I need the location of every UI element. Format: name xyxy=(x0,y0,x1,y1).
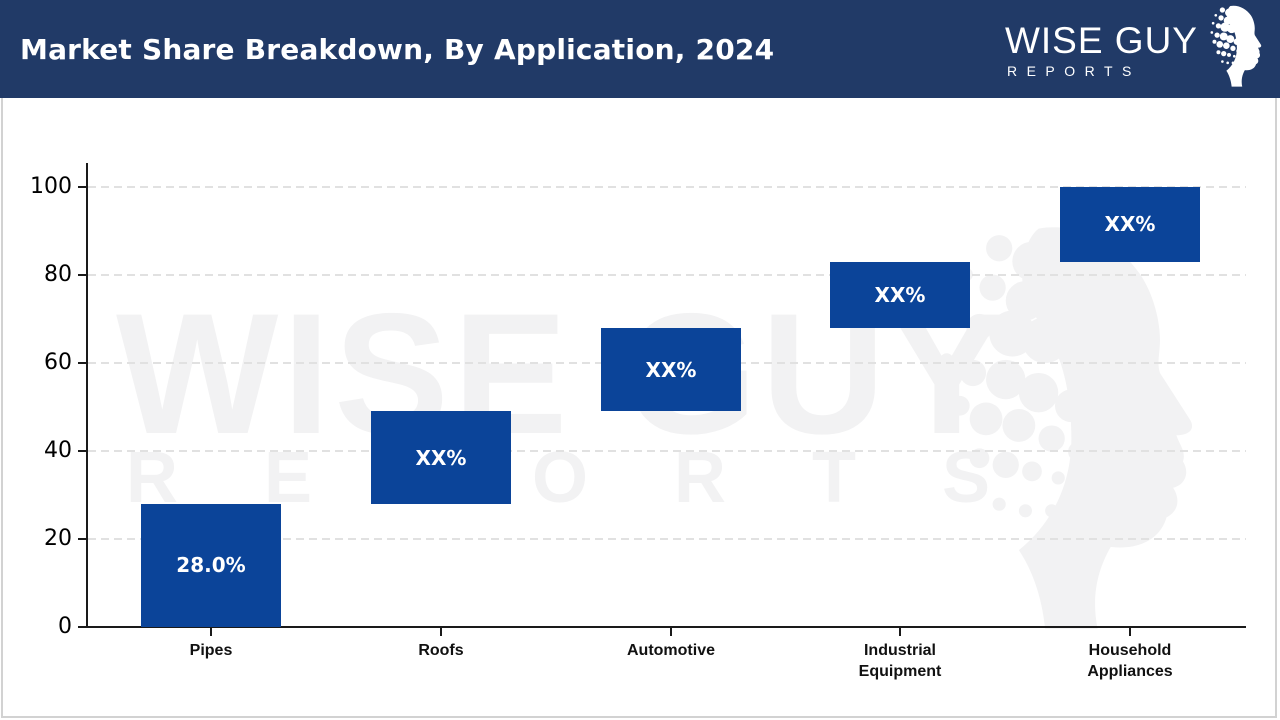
y-tick-mark-100 xyxy=(78,186,86,188)
bar-pipes: 28.0% xyxy=(141,503,281,627)
x-axis-label-line: Roofs xyxy=(418,642,464,659)
x-axis-label-line: Automotive xyxy=(627,642,715,659)
header: Market Share Breakdown, By Application, … xyxy=(0,0,1280,98)
bar-industrial-equipment: XX% xyxy=(830,261,970,328)
x-axis-label-line: Household xyxy=(1088,642,1172,659)
y-axis-tick-label: 80 xyxy=(44,262,72,287)
x-axis-label-roofs: Roofs xyxy=(341,640,541,661)
logo-subtitle: REPORTS xyxy=(1006,63,1141,79)
x-axis-label-line: Appliances xyxy=(1087,663,1173,680)
y-axis-tick-label: 100 xyxy=(30,174,72,199)
y-axis-tick-label: 60 xyxy=(44,350,72,375)
y-axis xyxy=(86,163,88,628)
x-tick-mark-roofs xyxy=(440,628,442,636)
x-tick-mark-automotive xyxy=(670,628,672,636)
bar-value-label: XX% xyxy=(1104,212,1156,237)
bar-value-label: XX% xyxy=(645,357,697,382)
y-tick-mark-60 xyxy=(78,362,86,364)
y-axis-tick-label: 20 xyxy=(44,526,72,551)
wiseguy-logo: WISE GUY REPORTS xyxy=(1005,4,1266,90)
y-axis-tick-label: 0 xyxy=(58,614,72,639)
gridline-20 xyxy=(88,538,1246,540)
bar-household-appliances: XX% xyxy=(1060,187,1200,262)
x-axis-label-pipes: Pipes xyxy=(111,640,311,661)
x-tick-mark-household-appliances xyxy=(1129,628,1131,636)
gridline-80 xyxy=(88,274,1246,276)
logo-wordmark: WISE GUY xyxy=(1004,20,1198,61)
bar-value-label: 28.0% xyxy=(176,553,246,578)
bar-value-label: XX% xyxy=(874,282,926,307)
x-axis-label-line: Equipment xyxy=(858,663,942,680)
page-title: Market Share Breakdown, By Application, … xyxy=(20,32,775,66)
x-axis-label-industrial-equipment: Industrial Equipment xyxy=(800,640,1000,682)
y-tick-mark-0 xyxy=(78,626,86,628)
x-axis-label-line: Pipes xyxy=(189,642,233,659)
x-tick-mark-pipes xyxy=(210,628,212,636)
bar-automotive: XX% xyxy=(601,327,741,412)
x-axis-label-line: Industrial xyxy=(863,642,936,659)
logo-text: WISE GUY REPORTS xyxy=(1004,20,1198,80)
x-axis-label-household-appliances: Household Appliances xyxy=(1030,640,1230,682)
x-axis xyxy=(86,626,1246,628)
x-tick-mark-industrial-equipment xyxy=(899,628,901,636)
bar-roofs: XX% xyxy=(371,411,511,504)
gridline-100 xyxy=(88,186,1246,188)
bar-value-label: XX% xyxy=(415,445,467,470)
gridline-40 xyxy=(88,450,1246,452)
y-tick-mark-20 xyxy=(78,538,86,540)
y-tick-mark-80 xyxy=(78,274,86,276)
y-tick-mark-40 xyxy=(78,450,86,452)
y-axis-tick-label: 40 xyxy=(44,438,72,463)
x-axis-label-automotive: Automotive xyxy=(571,640,771,661)
